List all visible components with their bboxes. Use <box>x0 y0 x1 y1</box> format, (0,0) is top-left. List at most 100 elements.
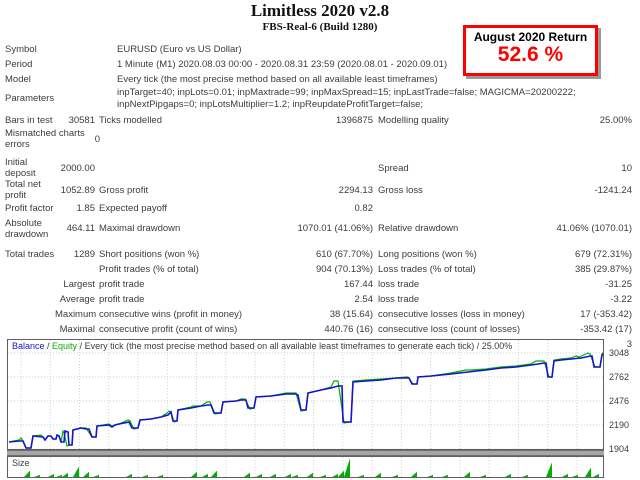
lot-size-spike <box>73 466 79 477</box>
stat-value: 385 (29.87%) <box>574 264 632 275</box>
lot-size-spike <box>358 474 364 477</box>
panel-splitter[interactable] <box>7 450 604 456</box>
lot-size-spike <box>392 474 398 477</box>
lot-size-spike <box>48 473 54 477</box>
lot-size-spike <box>83 471 89 477</box>
stat-value: 610 (67.70%) <box>315 249 373 260</box>
stat-row: Bars in test 30581 Ticks modelled 1396875 Mo… <box>5 113 632 128</box>
stat-row: Maximum consecutive wins (profit in money… <box>5 307 632 322</box>
lot-size-spike <box>585 467 591 477</box>
lot-size-spike <box>126 473 132 477</box>
stat-label: loss trade <box>378 294 420 305</box>
section-gap <box>5 150 632 157</box>
lot-size-spike <box>24 470 30 477</box>
lot-size-spike <box>562 473 568 477</box>
stat-value: 167.44 <box>343 279 373 290</box>
lot-size-spike <box>522 474 528 477</box>
stat-label: Ticks modelled <box>99 115 163 126</box>
stat-label: Expected payoff <box>99 203 167 214</box>
info-value: inpTarget=40; inpLots=0.01; inpMaxtrade=… <box>117 87 576 110</box>
lot-size-spike <box>375 472 381 477</box>
stat-value: 17 (-353.42) <box>580 309 632 320</box>
stat-value: 38 (15.64) <box>329 309 373 320</box>
lot-size-spike <box>56 474 62 477</box>
stat-row: Initial deposit 2000.00 Spread 10 <box>5 157 632 179</box>
stat-label: Spread <box>378 162 409 174</box>
stat-label: Gross loss <box>378 184 423 196</box>
stat-label: Gross profit <box>99 184 149 196</box>
y-axis-tick: 1904 <box>609 444 630 454</box>
info-value: Every tick (the most precise method base… <box>117 73 438 85</box>
lot-size-spike <box>93 474 99 477</box>
lot-size-spike <box>285 473 291 477</box>
lot-size-spike <box>338 470 344 477</box>
return-badge-value: 52.6 % <box>497 43 564 66</box>
lot-size-spike <box>427 474 433 477</box>
stat-value: 1070.01 (41.06%) <box>297 223 373 234</box>
balance-equity-plot <box>8 340 603 449</box>
lot-size-spike <box>332 473 338 477</box>
stat-label: consecutive losses (loss in money) <box>378 309 525 320</box>
stat-value: 679 (72.31%) <box>574 249 632 260</box>
stat-value: -31.25 <box>605 279 632 290</box>
stat-label: Mismatched charts errors <box>5 128 85 150</box>
stat-value: 0.82 <box>354 203 374 214</box>
lot-size-spike <box>191 471 197 477</box>
info-value: EURUSD (Euro vs US Dollar) <box>117 43 242 55</box>
stat-value: Maximal <box>59 324 95 335</box>
stat-label: Total net profit <box>5 179 41 201</box>
stat-label: Short positions (won %) <box>99 249 200 260</box>
lot-size-spike <box>34 474 40 477</box>
lot-size-spike <box>593 473 599 477</box>
stat-row: Maximal consecutive profit (count of wins… <box>5 322 632 337</box>
stat-label: Absolute drawdown <box>5 217 49 240</box>
stat-value: 25.00% <box>599 115 632 126</box>
lot-size-spike <box>244 472 250 477</box>
stat-value: 3 <box>626 339 632 350</box>
equity-legend-label: Equity <box>52 341 78 351</box>
stat-label: Loss trades (% of total) <box>378 264 476 275</box>
lot-size-spike <box>157 474 163 477</box>
y-axis-tick: 2476 <box>609 396 630 406</box>
stat-row: Largest profit trade 167.44 loss trade -31.2… <box>5 277 632 292</box>
return-badge: August 2020 Return 52.6 % <box>463 25 598 76</box>
stat-value: -1241.24 <box>594 184 632 196</box>
stat-value: 1052.89 <box>60 184 95 196</box>
stat-value: -3.22 <box>610 294 632 305</box>
balance-legend-label: Balance <box>12 341 45 351</box>
stat-label: profit trade <box>99 294 145 305</box>
y-axis-tick: 2762 <box>609 372 630 382</box>
chart-header-text: / Every tick (the most precise method ba… <box>77 341 513 351</box>
size-plot <box>20 457 599 477</box>
stat-row: Profit trades (% of total) 904 (70.13%) Lo… <box>5 262 632 277</box>
stat-row: Mismatched charts errors 0 <box>5 128 632 150</box>
stat-row: Absolute drawdown 464.11 Maximal drawdown 1… <box>5 216 632 241</box>
return-badge-label: August 2020 Return <box>473 30 588 44</box>
stat-row: Average profit trade 2.54 loss trade -3.22 <box>5 292 632 307</box>
stat-value: Largest <box>63 279 95 290</box>
stat-label: Bars in test <box>5 115 53 126</box>
stat-label: Total trades <box>5 249 55 260</box>
page-title: Limitless 2020 v2.8 <box>250 1 390 20</box>
stat-value: 30581 <box>68 115 95 126</box>
y-axis-tick: 3048 <box>609 348 630 358</box>
stat-value: 10 <box>621 162 632 174</box>
info-label: Model <box>5 73 31 85</box>
lot-size-spike <box>62 472 68 477</box>
lot-size-spike <box>411 471 417 477</box>
stat-label: consecutive loss (count of losses) <box>378 324 521 335</box>
stat-row: Total net profit 1052.89 Gross profit 2294.… <box>5 179 632 201</box>
stat-value: 440.76 (16) <box>324 324 373 335</box>
stat-value: 2294.13 <box>338 184 373 196</box>
stat-label: consecutive profit (count of wins) <box>99 324 238 335</box>
balance-equity-chart <box>7 339 604 450</box>
lot-size-spike <box>270 473 276 477</box>
stat-row: Total trades 1289 Short positions (won %) 6… <box>5 247 632 262</box>
stat-value: 1396875 <box>336 115 373 126</box>
size-panel <box>7 456 604 478</box>
stat-value: 1.85 <box>76 203 96 214</box>
stat-label: consecutive wins (profit in money) <box>99 309 243 320</box>
stat-label: Initial deposit <box>5 157 36 179</box>
lot-size-spike <box>464 471 470 477</box>
stat-value: Average <box>59 294 95 305</box>
